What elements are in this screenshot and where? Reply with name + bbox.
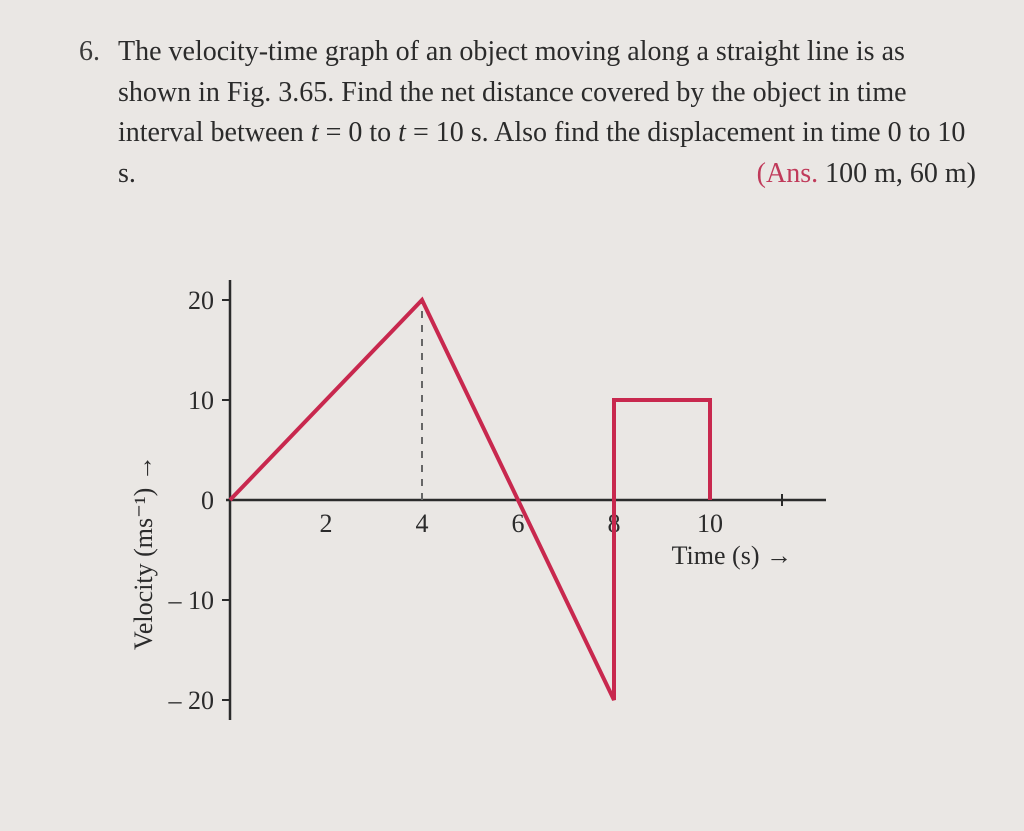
chart-svg: – 20– 1001020246810Time (s) →Velocity (m… [110, 280, 870, 800]
svg-text:Time (s) →: Time (s) → [672, 541, 792, 570]
velocity-time-chart: – 20– 1001020246810Time (s) →Velocity (m… [110, 280, 870, 800]
answer-label: (Ans. [757, 158, 818, 189]
answer-value: 100 m, 60 m) [818, 158, 976, 189]
svg-text:Velocity (ms⁻¹) →: Velocity (ms⁻¹) → [129, 455, 158, 650]
question-number: 6. [64, 32, 100, 71]
svg-text:– 10: – 10 [168, 586, 215, 615]
svg-text:0: 0 [201, 486, 214, 515]
svg-text:– 20: – 20 [168, 686, 215, 715]
svg-text:4: 4 [416, 509, 429, 538]
q-eq-1: = 0 to [319, 117, 399, 148]
question-text: The velocity-time graph of an object mov… [118, 32, 976, 194]
svg-text:2: 2 [320, 509, 333, 538]
svg-text:10: 10 [697, 509, 723, 538]
question-block: 6. The velocity-time graph of an object … [64, 32, 976, 194]
svg-text:20: 20 [188, 286, 214, 315]
q-var-t2: t [398, 117, 406, 148]
svg-text:10: 10 [188, 386, 214, 415]
q-var-t: t [311, 117, 319, 148]
page: 6. The velocity-time graph of an object … [0, 0, 1024, 831]
